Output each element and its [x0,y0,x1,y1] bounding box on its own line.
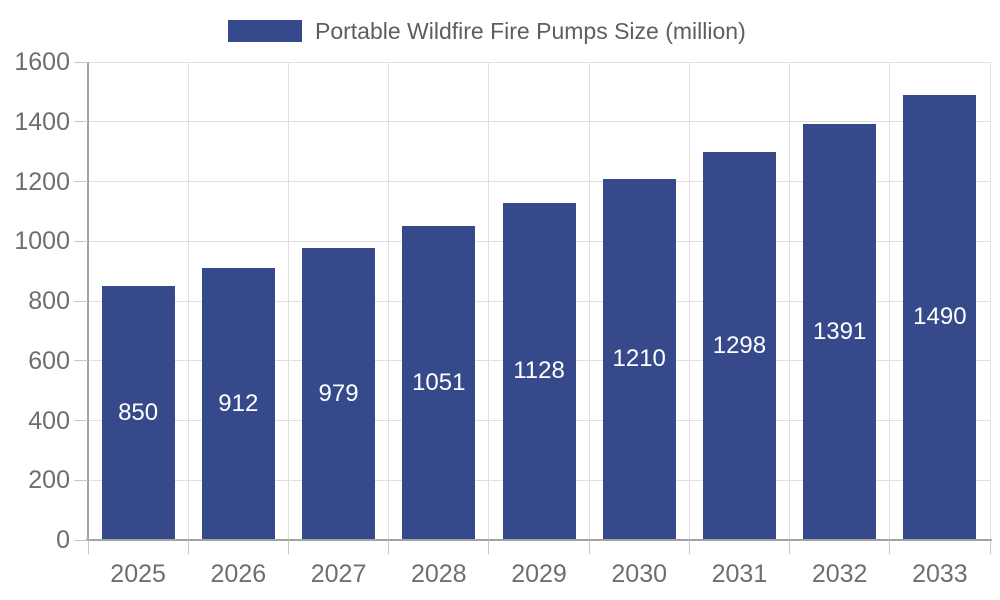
bar-value-label: 1298 [712,332,767,360]
x-axis-label-2027: 2027 [310,560,367,588]
y-axis-label: 200 [28,466,70,495]
v-gridline [287,62,289,540]
x-axis-tick [287,540,289,554]
y-axis-label: 1400 [14,107,70,136]
bar-2027[interactable]: 979 [302,247,376,540]
y-axis-tick [74,181,88,182]
bar-value-label: 979 [318,379,359,407]
v-gridline [488,62,490,540]
bar-2028[interactable]: 1051 [402,226,476,540]
bar-value-label: 1128 [513,357,565,385]
x-axis-label-2026: 2026 [210,560,267,588]
bar-2031[interactable]: 1298 [702,152,776,540]
x-axis-label-2025: 2025 [110,560,166,588]
bar-value-label: 1210 [612,345,666,373]
h-gridline [88,121,990,123]
x-axis-tick [388,540,390,554]
v-gridline [989,62,991,540]
bar-value-label: 1490 [913,303,967,331]
bar-value-label: 912 [218,389,259,417]
y-axis-label: 600 [28,346,70,375]
x-axis-tick [789,540,791,554]
x-axis-label-2032: 2032 [811,560,868,588]
bar-2032[interactable]: 1391 [803,124,877,540]
legend-item[interactable]: Portable Wildfire Fire Pumps Size (milli… [228,14,746,48]
bar-value-label: 850 [118,399,159,427]
y-axis-label: 1000 [14,227,70,256]
x-axis-tick [187,540,189,554]
y-axis-label: 1600 [14,48,70,76]
x-axis-line [86,539,992,541]
x-axis-label-2031: 2031 [711,560,768,588]
bar-2026[interactable]: 912 [201,267,275,540]
y-axis-label: 800 [28,287,70,315]
y-axis-tick [74,240,88,242]
x-axis-label-2029: 2029 [511,560,567,588]
y-axis-tick [74,539,88,541]
x-axis-tick [989,540,991,554]
y-axis-label: 1200 [14,167,70,196]
v-gridline [388,62,390,540]
y-axis-tick [74,479,88,481]
x-axis-tick [488,540,490,554]
legend-label[interactable]: Portable Wildfire Fire Pumps Size (milli… [315,17,746,44]
bar-value-label: 1391 [812,318,867,346]
y-axis-label: 0 [56,526,70,554]
v-gridline [688,62,690,540]
y-axis-tick [74,61,88,63]
bar-2033[interactable]: 1490 [903,94,977,540]
v-gridline [588,62,590,540]
h-gridline [88,181,990,182]
x-axis-tick [889,540,891,554]
x-axis-label-2030: 2030 [611,560,668,588]
bar-2025[interactable]: 850 [101,286,175,540]
x-axis-tick [588,540,590,554]
bar-2029[interactable]: 1128 [502,203,576,540]
h-gridline [88,61,990,63]
y-axis-tick [74,360,88,362]
x-axis-tick [688,540,690,554]
y-axis-tick [74,121,88,123]
legend-swatch[interactable] [228,20,302,42]
x-axis-label-2028: 2028 [410,560,467,588]
y-axis-label: 400 [28,406,70,435]
v-gridline [187,62,189,540]
x-axis-tick [87,540,89,554]
x-axis-label-2033: 2033 [912,560,968,588]
v-gridline [789,62,791,540]
y-axis-line [87,62,89,540]
y-axis-tick [74,420,88,421]
bar-2030[interactable]: 1210 [602,178,676,540]
y-axis-tick [74,300,88,302]
v-gridline [889,62,891,540]
bar-value-label: 1051 [412,368,466,396]
